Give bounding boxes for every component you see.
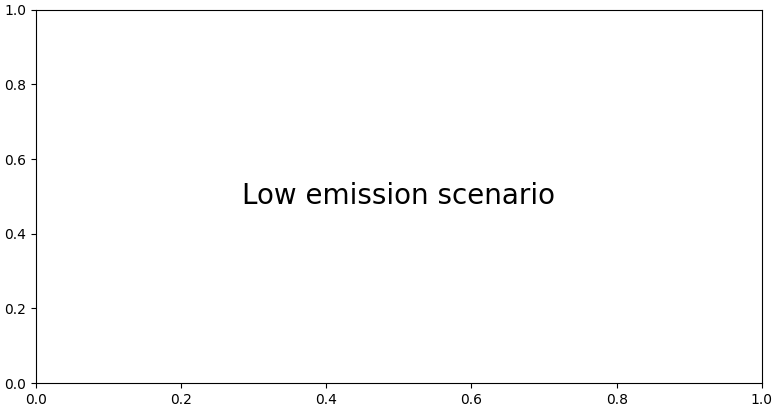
Text: Low emission scenario: Low emission scenario: [242, 182, 556, 210]
